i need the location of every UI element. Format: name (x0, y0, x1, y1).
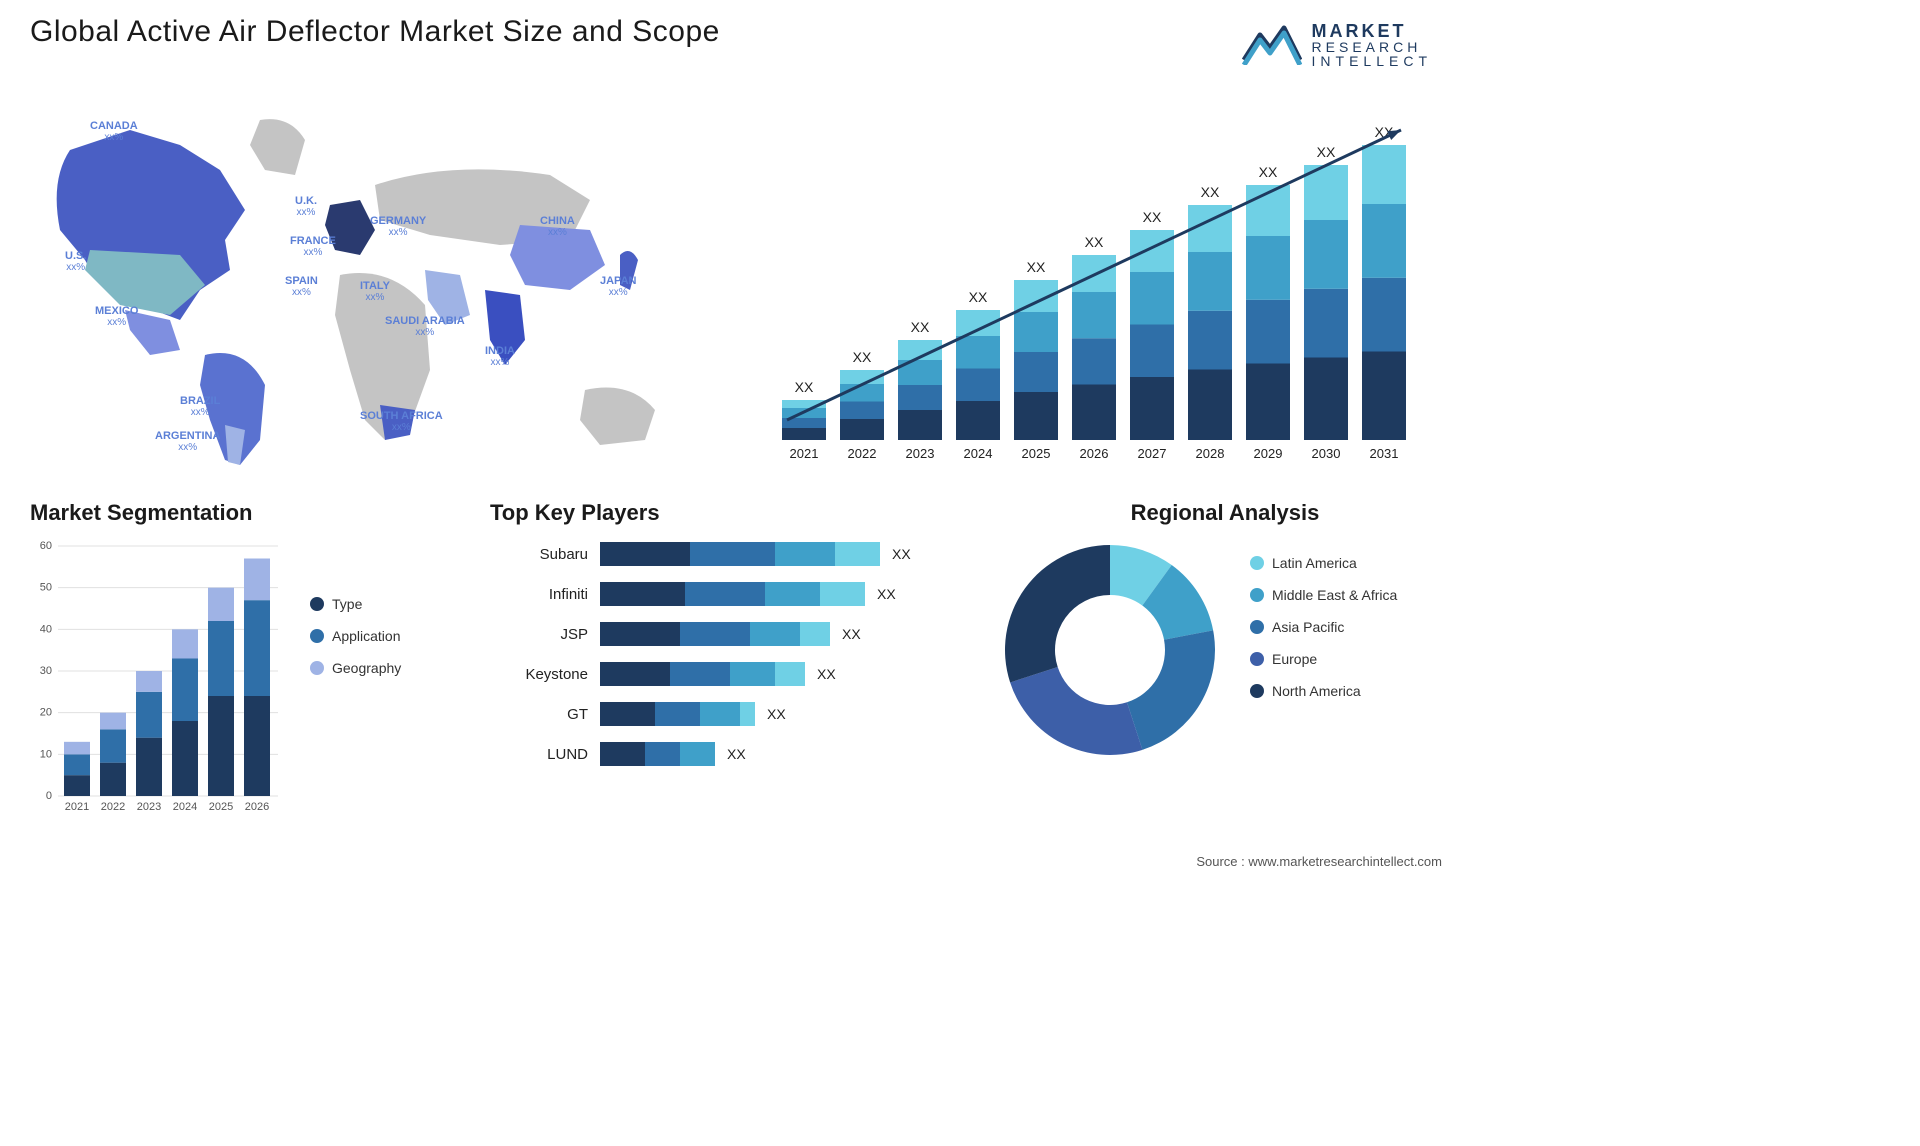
map-label: SOUTH AFRICAxx% (360, 410, 443, 433)
svg-text:XX: XX (1143, 209, 1162, 225)
svg-text:2021: 2021 (790, 446, 819, 461)
player-row: JSP XX (490, 616, 970, 652)
world-map: CANADAxx% U.S.xx% MEXICOxx% BRAZILxx% ARGENT… (30, 90, 710, 470)
player-name: GT (490, 706, 600, 723)
segmentation-legend: Type Application Geography (310, 596, 401, 692)
logo-line3: INTELLECT (1312, 54, 1432, 68)
player-value: XX (727, 746, 746, 762)
legend-item: Asia Pacific (1250, 619, 1397, 635)
player-name: Infiniti (490, 586, 600, 603)
players-chart: SubaruXXInfinitiXXJSPXXKeystoneXXGTXXLUN… (490, 536, 970, 772)
svg-text:2022: 2022 (101, 801, 125, 813)
logo-icon (1242, 20, 1302, 70)
player-name: Subaru (490, 546, 600, 563)
svg-text:XX: XX (1317, 144, 1336, 160)
map-label: JAPANxx% (600, 275, 636, 298)
svg-text:2024: 2024 (964, 446, 993, 461)
svg-text:XX: XX (1201, 184, 1220, 200)
player-value: XX (877, 586, 896, 602)
map-label: FRANCExx% (290, 235, 336, 258)
legend-item: Type (310, 596, 401, 612)
map-label: SAUDI ARABIAxx% (385, 315, 465, 338)
player-value: XX (767, 706, 786, 722)
player-row: GT XX (490, 696, 970, 732)
map-label: MEXICOxx% (95, 305, 138, 328)
svg-text:XX: XX (1027, 259, 1046, 275)
regional-legend: Latin America Middle East & Africa Asia Pa… (1250, 555, 1397, 715)
svg-text:20: 20 (40, 707, 52, 719)
map-label: SPAINxx% (285, 275, 318, 298)
player-name: LUND (490, 746, 600, 763)
player-value: XX (892, 546, 911, 562)
svg-text:2029: 2029 (1254, 446, 1283, 461)
map-label: ITALYxx% (360, 280, 390, 303)
svg-text:XX: XX (1259, 164, 1278, 180)
source-text: Source : www.marketresearchintellect.com (1196, 854, 1442, 869)
svg-text:0: 0 (46, 790, 52, 802)
svg-text:40: 40 (40, 623, 52, 635)
svg-text:2022: 2022 (848, 446, 877, 461)
segmentation-section: Market Segmentation 0 10 20 30 40 50 60 2021 202… (30, 500, 470, 830)
map-label: GERMANYxx% (370, 215, 426, 238)
player-row: Subaru XX (490, 536, 970, 572)
map-label: CHINAxx% (540, 215, 575, 238)
legend-item: North America (1250, 683, 1397, 699)
svg-text:2024: 2024 (173, 801, 197, 813)
svg-text:2021: 2021 (65, 801, 89, 813)
segmentation-title: Market Segmentation (30, 500, 470, 526)
map-label: BRAZILxx% (180, 395, 220, 418)
regional-section: Regional Analysis Latin America Middle Ea… (1000, 500, 1450, 830)
map-label: U.K.xx% (295, 195, 317, 218)
map-label: INDIAxx% (485, 345, 515, 368)
logo-line2: RESEARCH (1312, 40, 1432, 54)
page-title: Global Active Air Deflector Market Size … (30, 15, 1442, 49)
svg-text:2023: 2023 (137, 801, 161, 813)
player-row: LUND XX (490, 736, 970, 772)
legend-item: Middle East & Africa (1250, 587, 1397, 603)
legend-item: Geography (310, 660, 401, 676)
svg-text:XX: XX (1085, 234, 1104, 250)
legend-item: Europe (1250, 651, 1397, 667)
svg-text:XX: XX (911, 319, 930, 335)
svg-text:50: 50 (40, 582, 52, 594)
svg-text:2028: 2028 (1196, 446, 1225, 461)
svg-text:XX: XX (969, 289, 988, 305)
regional-title: Regional Analysis (1000, 500, 1450, 526)
player-name: Keystone (490, 666, 600, 683)
svg-text:XX: XX (853, 349, 872, 365)
logo-line1: MARKET (1312, 22, 1432, 40)
player-name: JSP (490, 626, 600, 643)
svg-text:2026: 2026 (245, 801, 269, 813)
player-row: Infiniti XX (490, 576, 970, 612)
map-label: CANADAxx% (90, 120, 138, 143)
svg-text:2027: 2027 (1138, 446, 1167, 461)
players-section: Top Key Players SubaruXXInfinitiXXJSPXXK… (490, 500, 970, 830)
svg-text:XX: XX (795, 379, 814, 395)
svg-text:60: 60 (40, 540, 52, 552)
svg-text:2025: 2025 (1022, 446, 1051, 461)
legend-item: Latin America (1250, 555, 1397, 571)
player-row: Keystone XX (490, 656, 970, 692)
svg-text:2031: 2031 (1370, 446, 1399, 461)
brand-logo: MARKET RESEARCH INTELLECT (1242, 20, 1432, 70)
player-value: XX (817, 666, 836, 682)
player-value: XX (842, 626, 861, 642)
legend-item: Application (310, 628, 401, 644)
growth-bar-chart: XX 2021 XX 2022 XX 2023 XX 2024 XX 2025 XX 2026 XX 20… (762, 90, 1442, 470)
svg-text:2026: 2026 (1080, 446, 1109, 461)
players-title: Top Key Players (490, 500, 970, 526)
svg-text:30: 30 (40, 665, 52, 677)
svg-text:10: 10 (40, 748, 52, 760)
svg-text:2025: 2025 (209, 801, 233, 813)
map-label: U.S.xx% (65, 250, 86, 273)
map-label: ARGENTINAxx% (155, 430, 220, 453)
svg-text:2023: 2023 (906, 446, 935, 461)
svg-text:2030: 2030 (1312, 446, 1341, 461)
